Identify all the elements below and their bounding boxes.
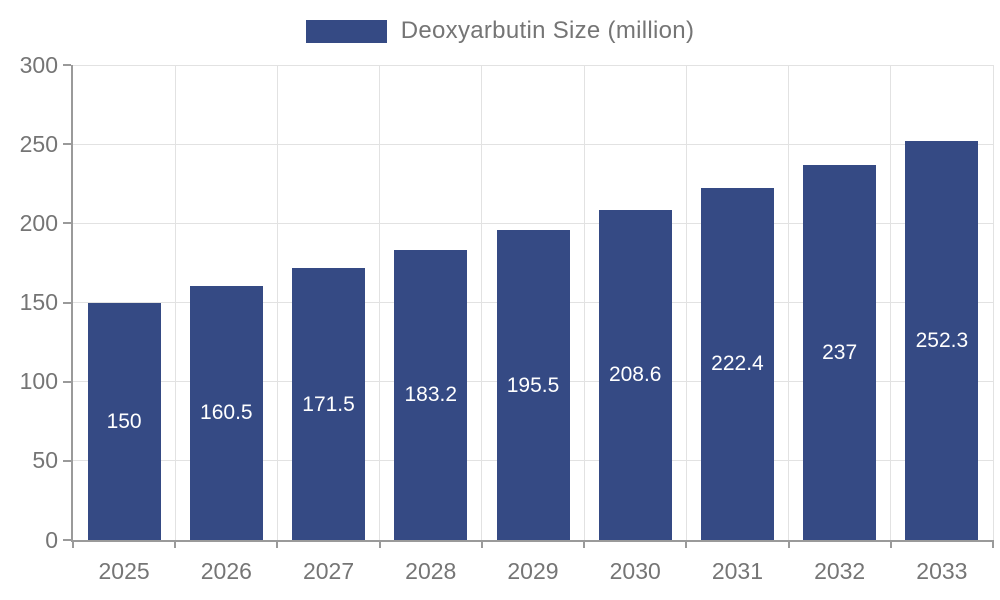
x-axis-label-2032: 2032: [814, 558, 866, 584]
v-gridline-8: [890, 65, 892, 540]
y-tick-100: [63, 380, 71, 383]
y-axis-label-300: 300: [19, 51, 58, 78]
h-gridline-200: [73, 222, 993, 224]
x-axis-label-2025: 2025: [98, 558, 150, 584]
y-axis-label-150: 150: [19, 289, 58, 315]
y-tick-0: [63, 539, 71, 541]
x-axis-label-2029: 2029: [507, 558, 559, 584]
y-axis-label-100: 100: [19, 368, 58, 395]
x-tick-1: [174, 540, 177, 548]
y-tick-150: [63, 301, 71, 304]
bar-2028[interactable]: 183.2: [394, 249, 468, 540]
y-axis-label-0: 0: [45, 526, 58, 553]
bar-value-label-2032: 237: [822, 340, 858, 364]
v-gridline-3: [379, 65, 381, 540]
x-axis-label-2033: 2033: [916, 558, 968, 584]
bar-2032[interactable]: 237: [803, 164, 877, 540]
plot-area: 0 50 100 150 200 250 300 150 2025 160.5 2026 171.5 2…: [20, 53, 994, 584]
x-tick-0: [72, 540, 74, 548]
bar-value-label-2033: 252.3: [915, 328, 969, 352]
bar-value-label-2026: 160.5: [200, 401, 253, 425]
v-gridline-5: [583, 65, 585, 540]
y-tick-200: [63, 222, 71, 225]
v-gridline-1: [174, 65, 176, 540]
y-tick-300: [63, 64, 71, 66]
y-axis-label-200: 200: [19, 209, 58, 236]
bar-2027[interactable]: 171.5: [292, 268, 366, 540]
x-tick-6: [685, 540, 688, 548]
chart-legend[interactable]: Deoxyarbutin Size (million): [0, 14, 1000, 48]
bar-value-label-2030: 208.6: [608, 363, 662, 387]
y-tick-250: [63, 143, 71, 146]
v-gridline-6: [685, 65, 687, 540]
v-gridline-2: [276, 65, 278, 540]
x-tick-5: [583, 540, 586, 548]
bar-value-label-2029: 195.5: [506, 373, 560, 397]
h-gridline-250: [73, 143, 993, 145]
x-axis-line: [71, 540, 993, 542]
bar-2026[interactable]: 160.5: [189, 285, 263, 540]
y-axis-label-250: 250: [19, 130, 58, 157]
bar-2030[interactable]: 208.6: [598, 209, 672, 540]
bar-value-label-2027: 171.5: [302, 392, 355, 416]
h-gridline-300: [73, 64, 993, 66]
legend-label: Deoxyarbutin Size (million): [400, 17, 695, 44]
y-tick-50: [63, 459, 71, 462]
bar-value-label-2025: 150: [106, 409, 142, 433]
x-axis-label-2028: 2028: [405, 558, 457, 584]
x-axis-label-2031: 2031: [711, 558, 764, 584]
x-tick-9: [992, 540, 994, 548]
x-tick-4: [480, 540, 483, 548]
y-axis-line: [71, 65, 73, 540]
v-gridline-4: [481, 65, 483, 540]
x-tick-2: [276, 540, 279, 548]
bar-value-label-2028: 183.2: [404, 383, 458, 407]
x-axis-label-2027: 2027: [302, 558, 355, 584]
y-axis-label-50: 50: [32, 447, 58, 474]
x-tick-3: [378, 540, 381, 548]
bar-2033[interactable]: 252.3: [905, 140, 979, 540]
x-tick-8: [889, 540, 892, 548]
x-axis-label-2030: 2030: [609, 558, 661, 584]
bar-value-label-2031: 222.4: [711, 352, 764, 376]
v-gridline-9: [992, 65, 994, 540]
bar-2031[interactable]: 222.4: [700, 187, 774, 540]
x-axis-label-2026: 2026: [200, 558, 252, 584]
bar-2025[interactable]: 150: [87, 302, 161, 540]
x-tick-7: [787, 540, 790, 548]
legend-swatch: [305, 19, 387, 43]
v-gridline-7: [788, 65, 790, 540]
bar-2029[interactable]: 195.5: [496, 230, 570, 540]
